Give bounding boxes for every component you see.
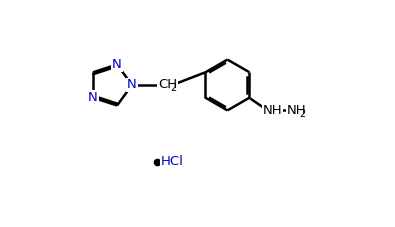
Text: 2: 2: [300, 109, 306, 119]
Text: NH: NH: [287, 104, 307, 117]
Text: N: N: [127, 79, 137, 91]
Text: N: N: [112, 58, 122, 71]
Text: HCl: HCl: [161, 155, 183, 168]
Text: 2: 2: [170, 83, 177, 93]
Text: CH: CH: [158, 79, 177, 91]
Text: N: N: [88, 91, 98, 104]
Text: NH: NH: [262, 104, 282, 117]
